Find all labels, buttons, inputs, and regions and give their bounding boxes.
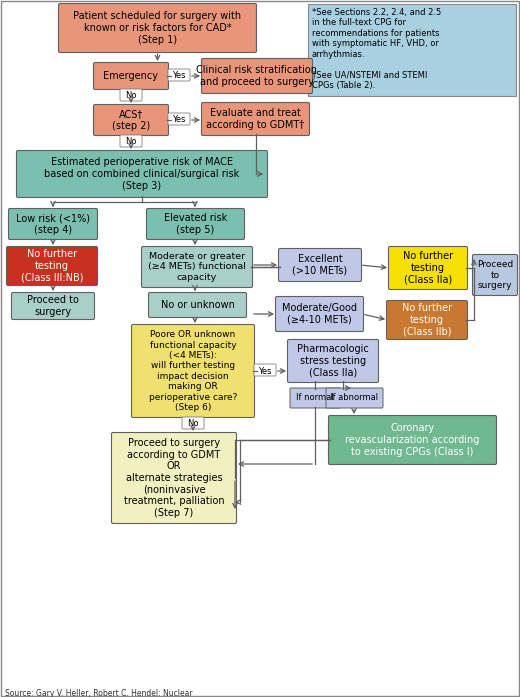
Text: Low risk (<1%)
(step 4): Low risk (<1%) (step 4) (16, 213, 90, 235)
FancyBboxPatch shape (168, 113, 190, 125)
FancyBboxPatch shape (202, 102, 309, 135)
FancyBboxPatch shape (182, 417, 204, 429)
Text: Yes: Yes (172, 72, 186, 80)
FancyBboxPatch shape (141, 247, 253, 287)
FancyBboxPatch shape (120, 89, 142, 101)
Text: ACS†
(step 2): ACS† (step 2) (112, 109, 150, 131)
FancyBboxPatch shape (326, 388, 383, 408)
FancyBboxPatch shape (288, 339, 379, 383)
FancyBboxPatch shape (149, 293, 246, 318)
Text: No: No (187, 420, 199, 429)
Text: Pharmacologic
stress testing
(Class IIa): Pharmacologic stress testing (Class IIa) (297, 344, 369, 378)
FancyBboxPatch shape (386, 300, 467, 339)
Text: *See Sections 2.2, 2.4, and 2.5
in the full-text CPG for
recommendations for pat: *See Sections 2.2, 2.4, and 2.5 in the f… (312, 8, 441, 90)
Text: Proceed to surgery
according to GDMT
OR
alternate strategies
(noninvasive
treatm: Proceed to surgery according to GDMT OR … (124, 438, 224, 518)
Text: Elevated risk
(step 5): Elevated risk (step 5) (164, 213, 227, 235)
FancyBboxPatch shape (120, 135, 142, 147)
FancyBboxPatch shape (94, 63, 168, 89)
FancyBboxPatch shape (329, 415, 497, 464)
Text: Emergency: Emergency (103, 71, 159, 81)
Text: Source: Gary V. Heller, Robert C. Hendel: Nuclear
Cardiology: Practical Applicat: Source: Gary V. Heller, Robert C. Hendel… (5, 689, 219, 697)
Text: Poore OR unknown
functional capacity
(<4 METs):
will further testing
impact deci: Poore OR unknown functional capacity (<4… (149, 330, 237, 412)
FancyBboxPatch shape (11, 293, 95, 319)
Text: Yes: Yes (258, 367, 272, 376)
Text: No further
testing
(Class IIa): No further testing (Class IIa) (403, 252, 453, 284)
FancyBboxPatch shape (168, 69, 190, 81)
FancyBboxPatch shape (279, 249, 361, 282)
FancyBboxPatch shape (308, 4, 516, 96)
Text: Moderate or greater
(≥4 METs) functional
capacity: Moderate or greater (≥4 METs) functional… (148, 252, 246, 282)
Text: No or unknown: No or unknown (161, 300, 235, 310)
Text: No: No (125, 137, 137, 146)
FancyBboxPatch shape (290, 388, 340, 408)
FancyBboxPatch shape (8, 208, 98, 240)
Text: Patient scheduled for surgery with
known or risk factors for CAD*
(Step 1): Patient scheduled for surgery with known… (73, 11, 242, 45)
Text: Excellent
(>10 METs): Excellent (>10 METs) (292, 254, 347, 276)
Text: If normal: If normal (296, 394, 334, 402)
FancyBboxPatch shape (111, 433, 237, 523)
Text: No further
testing
(Class IIb): No further testing (Class IIb) (402, 303, 452, 337)
FancyBboxPatch shape (17, 151, 267, 197)
Text: No: No (125, 91, 137, 100)
FancyBboxPatch shape (276, 296, 363, 332)
Text: Proceed
to
surgery: Proceed to surgery (477, 260, 513, 290)
FancyBboxPatch shape (132, 325, 254, 418)
FancyBboxPatch shape (6, 247, 98, 286)
FancyBboxPatch shape (473, 254, 517, 296)
FancyBboxPatch shape (58, 3, 256, 52)
Text: No further
testing
(Class III:NB): No further testing (Class III:NB) (21, 250, 83, 282)
FancyBboxPatch shape (147, 208, 244, 240)
FancyBboxPatch shape (202, 59, 313, 93)
Text: Proceed to
surgery: Proceed to surgery (27, 296, 79, 317)
Text: If abnormal: If abnormal (330, 394, 378, 402)
Text: Clinical risk stratification
and proceed to surgery: Clinical risk stratification and proceed… (197, 66, 318, 87)
Text: Estimated perioperative risk of MACE
based on combined clinical/surgical risk
(S: Estimated perioperative risk of MACE bas… (44, 158, 240, 190)
FancyBboxPatch shape (254, 364, 276, 376)
Text: Moderate/Good
(≥4-10 METs): Moderate/Good (≥4-10 METs) (282, 303, 357, 325)
Text: Coronary
revascularization according
to existing CPGs (Class I): Coronary revascularization according to … (345, 423, 479, 457)
Text: Evaluate and treat
according to GDMT†: Evaluate and treat according to GDMT† (206, 108, 305, 130)
FancyBboxPatch shape (388, 247, 467, 289)
FancyBboxPatch shape (94, 105, 168, 135)
Text: Yes: Yes (172, 116, 186, 125)
